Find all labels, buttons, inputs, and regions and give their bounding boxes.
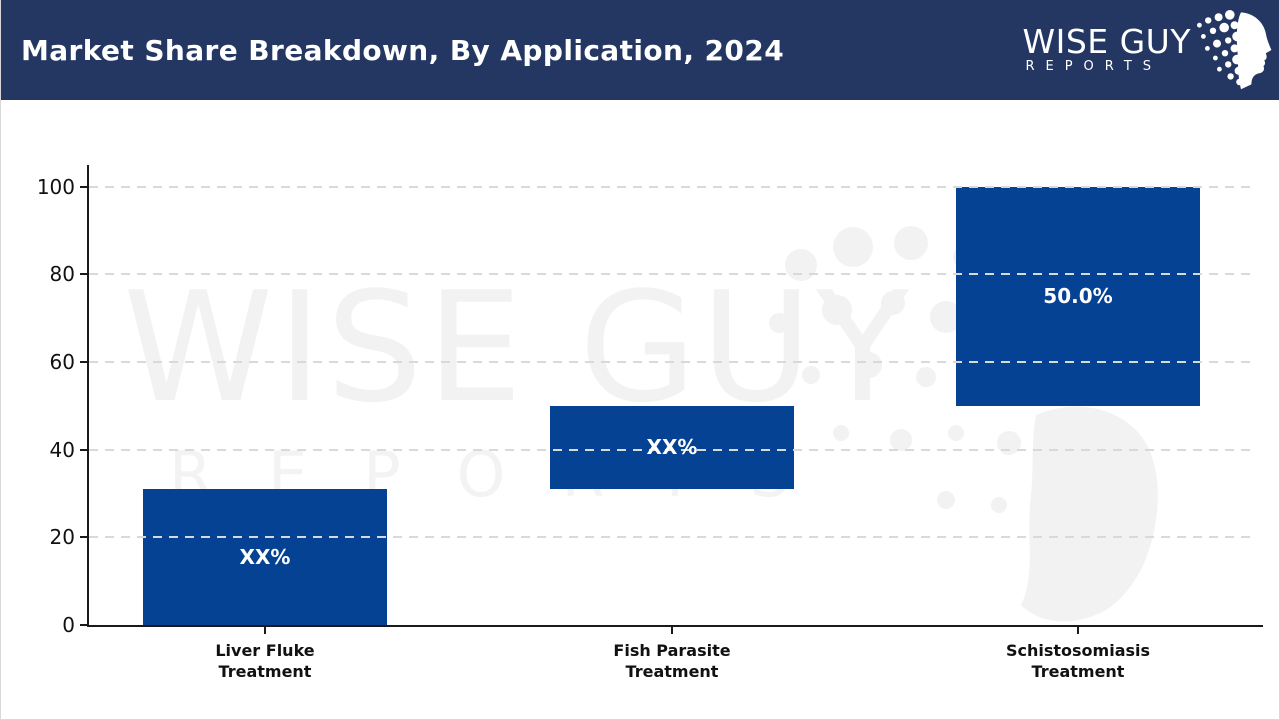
x-tick-mark xyxy=(264,627,266,634)
category-label: Schistosomiasis Treatment xyxy=(928,640,1228,682)
y-axis-line xyxy=(87,165,89,627)
watermark-wordmark: WISE GUY xyxy=(123,259,913,436)
category-label-line: Treatment xyxy=(218,662,312,681)
gridline xyxy=(89,536,1254,539)
y-tick-mark xyxy=(80,536,87,539)
y-tick-mark xyxy=(80,448,87,451)
bar-value-label: XX% xyxy=(646,435,698,460)
x-axis-line xyxy=(87,625,1263,627)
page-title: Market Share Breakdown, By Application, … xyxy=(21,33,785,67)
y-tick-mark xyxy=(80,624,87,626)
y-tick-label: 60 xyxy=(49,350,75,375)
x-tick-mark xyxy=(671,627,673,634)
y-tick-label: 20 xyxy=(49,525,75,550)
gridline xyxy=(89,273,1254,276)
bar-segment xyxy=(956,186,1200,406)
y-tick-label: 40 xyxy=(49,437,75,462)
category-label-line: Treatment xyxy=(1031,662,1125,681)
logo-wordmark: WISE GUY xyxy=(1022,22,1191,61)
y-tick-mark xyxy=(80,361,87,364)
y-tick-label: 80 xyxy=(49,262,75,287)
category-label: Liver Fluke Treatment xyxy=(115,640,415,682)
category-label-line: Liver Fluke xyxy=(215,641,315,660)
logo-text: WISE GUY REPORTS xyxy=(1022,25,1191,75)
bar-value-label: 50.0% xyxy=(1043,284,1113,309)
bar-value-label: XX% xyxy=(239,545,291,570)
logo-subtitle: REPORTS xyxy=(1025,59,1163,74)
y-tick-label: 100 xyxy=(36,174,75,199)
wise-guy-reports-logo: WISE GUY REPORTS xyxy=(1022,7,1279,93)
gridline xyxy=(89,361,1254,364)
category-label-line: Treatment xyxy=(625,662,719,681)
bar-segment xyxy=(550,405,794,490)
category-label-line: Fish Parasite xyxy=(613,641,731,660)
gridline xyxy=(89,185,1254,188)
y-tick-mark xyxy=(80,185,87,188)
category-label-line: Schistosomiasis xyxy=(1005,641,1151,660)
bar-segment xyxy=(143,489,387,625)
gridline xyxy=(89,448,1254,451)
y-tick-mark xyxy=(80,273,87,276)
x-tick-mark xyxy=(1077,627,1079,634)
header-band: Market Share Breakdown, By Application, … xyxy=(1,0,1279,100)
y-tick-label: 0 xyxy=(62,613,75,637)
category-label: Fish Parasite Treatment xyxy=(522,640,822,682)
dotted-head-profile-icon xyxy=(1197,10,1272,90)
